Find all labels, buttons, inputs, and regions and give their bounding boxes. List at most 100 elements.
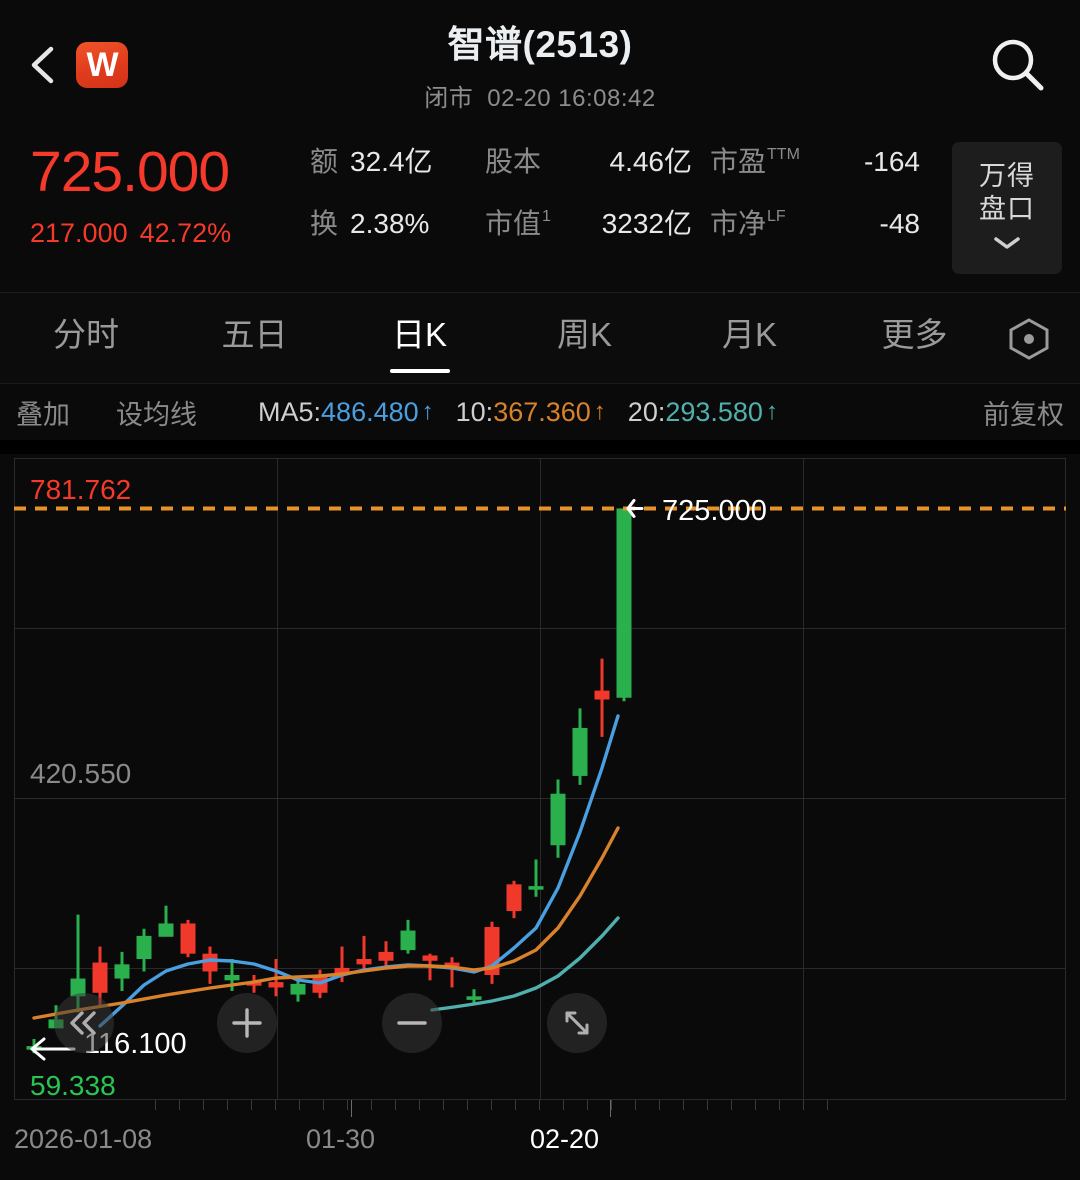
back-chevron-icon[interactable] bbox=[26, 44, 60, 86]
stat-turnover-amount: 额 32.4亿 bbox=[310, 140, 485, 180]
candle bbox=[506, 880, 522, 919]
gridline-v bbox=[1065, 458, 1066, 1100]
last-price: 725.000 bbox=[30, 140, 230, 204]
axis-tick bbox=[827, 1100, 828, 1110]
tab-label: 周K bbox=[556, 316, 612, 353]
axis-tick bbox=[539, 1100, 540, 1110]
overlay-button[interactable]: 叠加 bbox=[16, 399, 70, 430]
stat-label: 市盈 bbox=[710, 146, 767, 177]
stat-value: 32.4亿 bbox=[350, 146, 433, 177]
axis-tick bbox=[155, 1100, 156, 1110]
tab-intraday[interactable]: 分时 bbox=[0, 293, 172, 383]
ma5-value: 486.480 bbox=[321, 396, 419, 427]
tab-label: 更多 bbox=[881, 316, 948, 353]
gridline-v bbox=[540, 458, 541, 1100]
zoom-in-button[interactable] bbox=[217, 993, 277, 1053]
chevron-down-icon bbox=[992, 235, 1022, 256]
stat-label: 市值 bbox=[485, 208, 542, 239]
axis-tick bbox=[347, 1100, 348, 1110]
tab-weekly-k[interactable]: 周K bbox=[502, 293, 667, 383]
zoom-out-button[interactable] bbox=[382, 993, 442, 1053]
tab-more[interactable]: 更多 bbox=[832, 293, 997, 383]
stat-pb-lf: 市净 LF -48 bbox=[710, 202, 920, 242]
axis-tick bbox=[707, 1100, 708, 1110]
market-status-label: 闭市 bbox=[424, 85, 474, 112]
wind-logo-letter: W bbox=[86, 46, 118, 84]
axis-label-mid: 420.550 bbox=[30, 758, 132, 789]
stat-value: -48 bbox=[879, 208, 920, 239]
header: W 智谱(2513) 闭市 02-20 16:08:42 725.000 217.… bbox=[0, 0, 1080, 292]
expand-fullscreen-button[interactable] bbox=[547, 993, 607, 1053]
axis-tick bbox=[179, 1100, 180, 1110]
stat-value: 2.38% bbox=[350, 208, 430, 239]
adjustment-button[interactable]: 前复权 bbox=[983, 399, 1064, 430]
candle bbox=[136, 928, 152, 972]
candle bbox=[114, 951, 130, 991]
candle bbox=[290, 978, 306, 1002]
axis-tick bbox=[683, 1100, 684, 1110]
axis-tick bbox=[731, 1100, 732, 1110]
tab-five-day[interactable]: 五日 bbox=[172, 293, 337, 383]
x-axis-label: 2026-01-08 bbox=[14, 1124, 153, 1154]
axis-tick bbox=[755, 1100, 756, 1110]
gridline-v bbox=[14, 458, 15, 1100]
candle bbox=[246, 974, 262, 993]
tab-label: 日K bbox=[391, 316, 447, 353]
axis-tick bbox=[395, 1100, 396, 1110]
stat-value: -164 bbox=[863, 146, 920, 177]
ma10-value: 367.360 bbox=[493, 396, 591, 427]
gridline-v bbox=[277, 458, 278, 1100]
ma20-key: 20: bbox=[627, 396, 666, 427]
wd-line-2: 盘口 bbox=[979, 194, 1035, 224]
search-icon[interactable] bbox=[984, 32, 1052, 100]
wd-line-1: 万得 bbox=[979, 161, 1035, 192]
stat-turnover-rate: 换 2.38% bbox=[310, 202, 485, 242]
ma10-trend-arrow-icon: ↑ bbox=[593, 398, 606, 425]
wind-orderbook-button[interactable]: 万得 盘口 bbox=[952, 142, 1062, 274]
price-change: 217.000 42.72% bbox=[30, 218, 231, 249]
ma-values: MA5: 486.480 ↑ 10: 367.360 ↑ 20: 293.580 ↑ bbox=[258, 397, 778, 428]
stat-value: 4.46亿 bbox=[609, 146, 693, 177]
candle bbox=[180, 919, 196, 958]
ma5-trend-arrow-icon: ↑ bbox=[421, 398, 434, 425]
axis-label-low: 59.338 bbox=[30, 1070, 116, 1101]
wind-logo[interactable]: W bbox=[76, 42, 128, 88]
candle bbox=[550, 779, 566, 858]
candlestick-chart[interactable]: 781.762 420.550 59.338 116.100 725.000 bbox=[0, 454, 1080, 1180]
chart-period-tabs: 分时 五日 日K 周K 月K 更多 bbox=[0, 292, 1080, 383]
axis-tick bbox=[779, 1100, 780, 1110]
tab-label: 五日 bbox=[221, 316, 288, 353]
axis-tick-major bbox=[610, 1100, 611, 1117]
stats-row-2: 换 2.38% 市值 1 3232亿 市净 LF -48 bbox=[310, 202, 920, 264]
stats-grid: 额 32.4亿 股本 4.46亿 市盈 TTM -164 换 2.38% bbox=[310, 140, 920, 264]
candle bbox=[616, 508, 632, 702]
gridline-v bbox=[803, 458, 804, 1100]
stat-value: 3232亿 bbox=[601, 208, 692, 239]
set-ma-button[interactable]: 设均线 bbox=[116, 399, 197, 430]
ma10-key: 10: bbox=[455, 396, 494, 427]
current-price-annotation: 725.000 bbox=[662, 495, 767, 527]
stat-label: 额 bbox=[310, 146, 339, 177]
axis-tick bbox=[227, 1100, 228, 1110]
stat-label: 市净 bbox=[710, 208, 767, 239]
hexagon-settings-icon[interactable] bbox=[1006, 317, 1052, 361]
candle bbox=[158, 905, 174, 937]
axis-tick bbox=[251, 1100, 252, 1110]
candle bbox=[466, 989, 482, 1004]
stat-label: 换 bbox=[310, 208, 339, 239]
stat-market-cap: 市值 1 3232亿 bbox=[485, 202, 710, 242]
rewind-button[interactable] bbox=[54, 993, 114, 1053]
stat-share-capital: 股本 4.46亿 bbox=[485, 140, 710, 180]
axis-tick bbox=[443, 1100, 444, 1110]
chart-plot-area[interactable]: 781.762 420.550 59.338 116.100 725.000 bbox=[14, 458, 1066, 1101]
candle bbox=[378, 941, 394, 968]
candle bbox=[594, 658, 610, 737]
axis-tick bbox=[467, 1100, 468, 1110]
axis-tick bbox=[803, 1100, 804, 1110]
axis-tick bbox=[611, 1100, 612, 1110]
axis-tick bbox=[659, 1100, 660, 1110]
market-status: 闭市 02-20 16:08:42 bbox=[0, 78, 1080, 113]
tab-daily-k[interactable]: 日K bbox=[337, 293, 502, 383]
tab-monthly-k[interactable]: 月K bbox=[667, 293, 832, 383]
x-axis-label: 01-30 bbox=[306, 1124, 376, 1154]
